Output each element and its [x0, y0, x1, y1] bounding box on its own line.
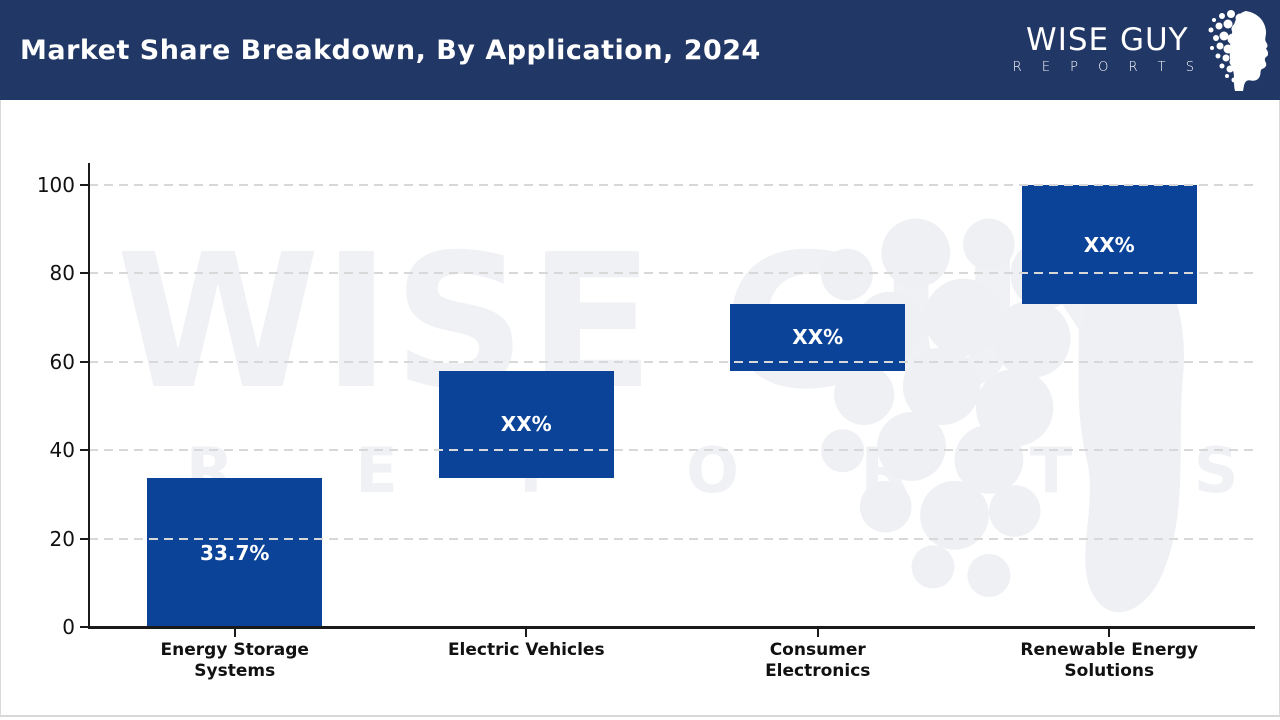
x-tick: [1108, 629, 1111, 637]
y-tick: [80, 626, 88, 628]
y-tick-label: 20: [49, 526, 75, 551]
y-tick-label: 0: [62, 615, 75, 639]
y-tick: [80, 449, 88, 452]
logo-wordmark: WISE GUY: [1026, 22, 1189, 58]
bar: 33.7%: [147, 478, 323, 627]
bar: XX%: [1021, 185, 1197, 305]
chart-area: WISE GUY R E P O R T S 33.7% XX% XX% XX% En…: [0, 100, 1280, 717]
y-gridline: [89, 184, 1255, 186]
y-tick: [80, 184, 88, 186]
logo-subtitle: R E P O R T S: [1012, 60, 1202, 75]
y-tick: [80, 537, 88, 540]
y-tick: [80, 360, 88, 363]
x-category-label: Electric Vehicles: [447, 640, 605, 660]
page-title: Market Share Breakdown, By Application, …: [20, 34, 761, 66]
wise-guy-logo: WISE GUY R E P O R T S: [1005, 8, 1270, 92]
y-tick-label: 80: [49, 261, 75, 286]
header-bar: Market Share Breakdown, By Application, …: [0, 0, 1280, 100]
watermark-head-icon: [799, 218, 1185, 613]
x-category-label: Consumer Electronics: [765, 640, 871, 681]
bar-value-label: XX%: [792, 325, 844, 350]
bar: XX%: [438, 370, 614, 479]
x-tick: [525, 629, 528, 637]
y-tick-label: 40: [49, 438, 75, 463]
y-tick: [80, 272, 88, 275]
bar: XX%: [730, 304, 906, 371]
y-tick-label: 60: [49, 349, 75, 374]
y-gridline: [89, 272, 1255, 275]
y-gridline: [89, 360, 1255, 363]
x-tick: [816, 629, 819, 637]
bar-value-label: 33.7%: [200, 540, 270, 565]
y-gridline: [89, 449, 1255, 452]
y-axis-line: [88, 163, 90, 627]
x-tick: [233, 629, 236, 637]
x-axis-line: [88, 626, 1255, 629]
bar-value-label: XX%: [500, 412, 552, 437]
x-category-label: Energy Storage Systems: [160, 640, 309, 681]
x-category-label: Renewable Energy Solutions: [1020, 640, 1199, 681]
logo-head-icon: [1208, 10, 1268, 91]
bar-value-label: XX%: [1083, 232, 1135, 257]
y-tick-label: 100: [36, 173, 75, 197]
logo-text: WISE GUY R E P O R T S: [1013, 22, 1202, 75]
y-gridline: [89, 537, 1255, 540]
